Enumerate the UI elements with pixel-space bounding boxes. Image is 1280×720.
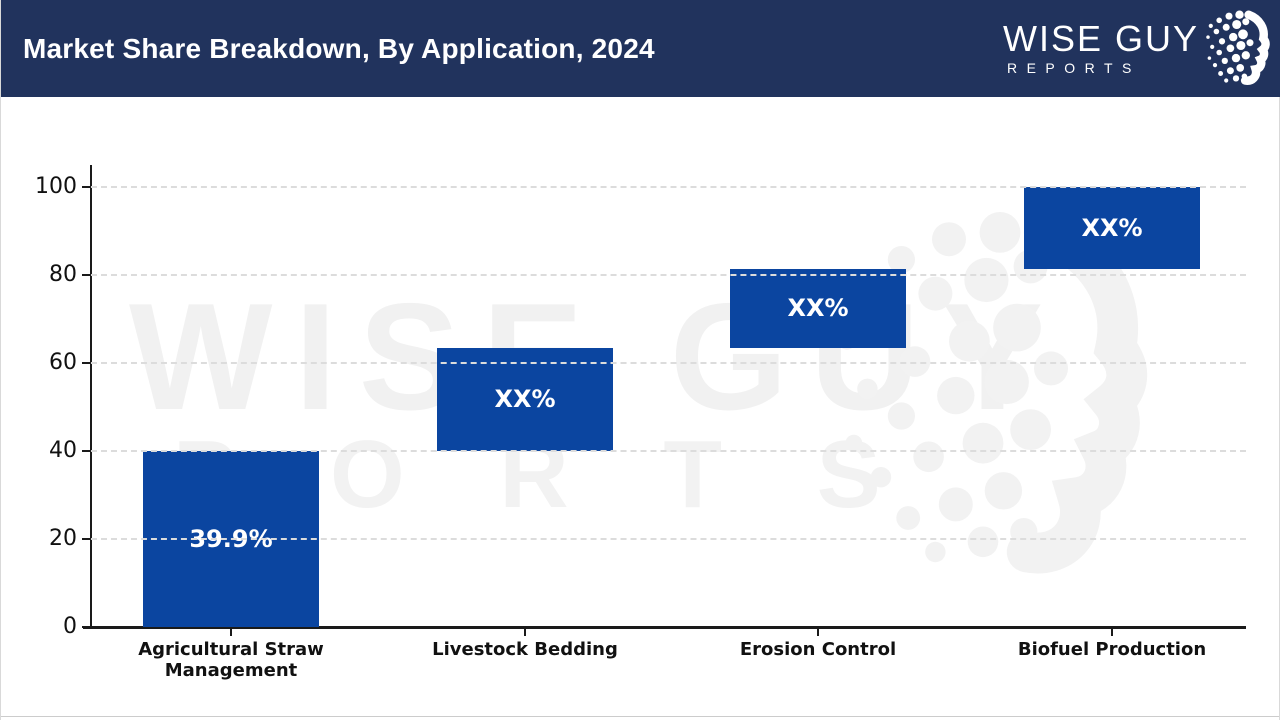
x-tick-mark — [524, 627, 526, 636]
y-axis-line — [90, 165, 92, 627]
x-tick-mark — [817, 627, 819, 636]
x-axis-line — [83, 626, 1246, 629]
y-tick-label: 20 — [49, 526, 77, 551]
y-tick-label: 100 — [35, 174, 77, 199]
gridline — [91, 186, 1246, 188]
wise-guy-logo: WISE GUY REPORTS — [1003, 10, 1280, 88]
bar-segment: XX% — [437, 348, 613, 451]
y-tick-label: 60 — [49, 350, 77, 375]
bar-segment: XX% — [1024, 187, 1200, 269]
x-category-label: Livestock Bedding — [432, 639, 618, 660]
y-tick-mark — [82, 626, 91, 628]
x-tick-mark — [1111, 627, 1113, 636]
x-category-label: Agricultural Straw Management — [138, 639, 324, 681]
y-tick-mark — [82, 186, 91, 188]
y-tick-label: 80 — [49, 262, 77, 287]
x-category-label: Biofuel Production — [1017, 639, 1207, 660]
bar-segment: XX% — [730, 269, 906, 348]
page-title: Market Share Breakdown, By Application, … — [23, 32, 655, 64]
y-tick-mark — [82, 450, 91, 452]
x-category-label: Erosion Control — [739, 639, 897, 660]
y-tick-label: 40 — [49, 438, 77, 463]
logo-subtitle: REPORTS — [1006, 60, 1141, 76]
header-bar: Market Share Breakdown, By Application, … — [1, 0, 1280, 97]
bottom-divider — [1, 716, 1279, 717]
y-tick-mark — [82, 362, 91, 364]
y-tick-mark — [82, 538, 91, 540]
logo-text: WISE GUY REPORTS — [1002, 18, 1199, 77]
y-tick-label: 0 — [63, 614, 77, 639]
gridline — [91, 362, 1246, 364]
logo-wordmark: WISE GUY — [1002, 18, 1199, 59]
bar-value-label: XX% — [787, 294, 849, 323]
bar-value-label: XX% — [494, 385, 556, 414]
gridline — [91, 274, 1246, 276]
gridline — [91, 538, 1246, 540]
bar-value-label: XX% — [1081, 213, 1143, 242]
gridline — [91, 450, 1246, 452]
x-tick-mark — [230, 627, 232, 636]
y-tick-mark — [82, 274, 91, 276]
